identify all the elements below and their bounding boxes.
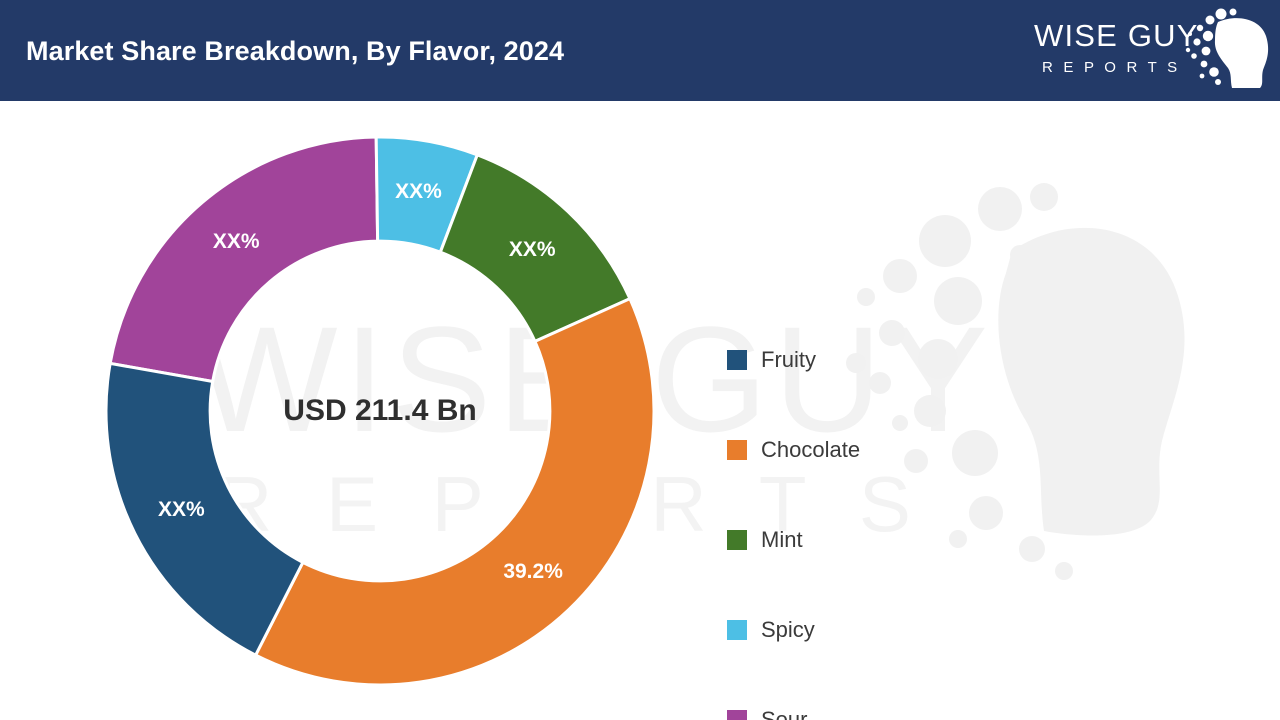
donut-slice-group bbox=[104, 135, 656, 687]
legend-item-sour[interactable]: Sour bbox=[727, 707, 1027, 720]
slice-label-fruity: XX% bbox=[158, 498, 205, 521]
slice-label-mint: XX% bbox=[508, 237, 556, 261]
legend-swatch-fruity bbox=[727, 350, 747, 370]
legend-label: Sour bbox=[761, 707, 808, 720]
legend-item-mint[interactable]: Mint bbox=[727, 527, 1027, 552]
donut-slice-sour[interactable] bbox=[108, 135, 380, 384]
slice-label-chocolate: 39.2% bbox=[503, 559, 563, 583]
legend-label: Mint bbox=[761, 527, 803, 552]
chart-body: WISE GUY R E P O R T S bbox=[0, 101, 1280, 720]
donut-chart: XX% XX% XX% 39.2% XX% USD 211.4 Bn bbox=[80, 101, 680, 720]
legend-swatch-chocolate bbox=[727, 440, 747, 460]
donut-slice-chocolate[interactable] bbox=[253, 296, 656, 687]
donut-slice-fruity[interactable] bbox=[104, 361, 305, 658]
logo-wordmark-line1: WISE GUY bbox=[1034, 18, 1199, 53]
donut-svg bbox=[104, 135, 656, 687]
chart-legend: Fruity Chocolate Mint Spicy Sour bbox=[727, 347, 1027, 720]
slice-label-spicy: XX% bbox=[395, 180, 442, 204]
legend-swatch-sour bbox=[727, 710, 747, 720]
page-title: Market Share Breakdown, By Flavor, 2024 bbox=[26, 36, 565, 66]
donut-center-label: USD 211.4 Bn bbox=[283, 393, 477, 427]
legend-swatch-mint bbox=[727, 530, 747, 550]
legend-item-chocolate[interactable]: Chocolate bbox=[727, 437, 1027, 462]
page-header: Market Share Breakdown, By Flavor, 2024 … bbox=[0, 0, 1280, 101]
legend-swatch-spicy bbox=[727, 620, 747, 640]
legend-item-fruity[interactable]: Fruity bbox=[727, 347, 1027, 372]
legend-item-spicy[interactable]: Spicy bbox=[727, 617, 1027, 642]
slice-label-sour: XX% bbox=[212, 230, 260, 253]
legend-label: Chocolate bbox=[761, 437, 861, 462]
logo-wordmark-line2: R E P O R T S bbox=[1042, 59, 1180, 76]
legend-label: Spicy bbox=[761, 617, 815, 642]
wise-guy-reports-logo: WISE GUY R E P O R T S bbox=[1034, 8, 1269, 88]
logo-head-icon bbox=[1185, 8, 1269, 88]
legend-label: Fruity bbox=[761, 347, 816, 372]
